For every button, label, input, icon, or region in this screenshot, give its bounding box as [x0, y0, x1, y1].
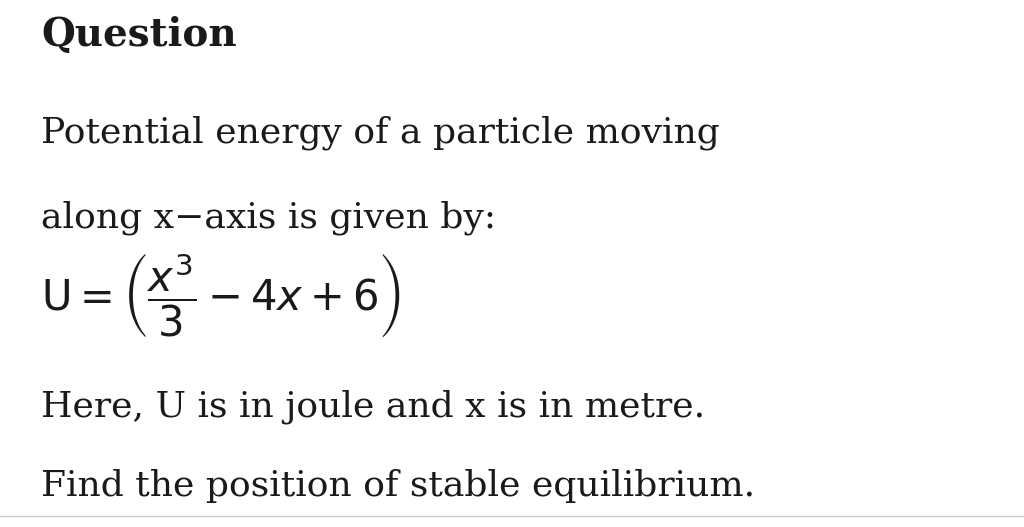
Text: Question: Question: [41, 16, 237, 54]
Text: Here, U is in joule and x is in metre.: Here, U is in joule and x is in metre.: [41, 390, 706, 424]
Text: Find the position of stable equilibrium.: Find the position of stable equilibrium.: [41, 469, 755, 503]
Text: along x−axis is given by:: along x−axis is given by:: [41, 200, 496, 235]
Text: $\mathrm{U} = \left(\dfrac{x^3}{3} - 4x + 6\right)$: $\mathrm{U} = \left(\dfrac{x^3}{3} - 4x …: [41, 251, 400, 339]
Text: Potential energy of a particle moving: Potential energy of a particle moving: [41, 116, 720, 150]
